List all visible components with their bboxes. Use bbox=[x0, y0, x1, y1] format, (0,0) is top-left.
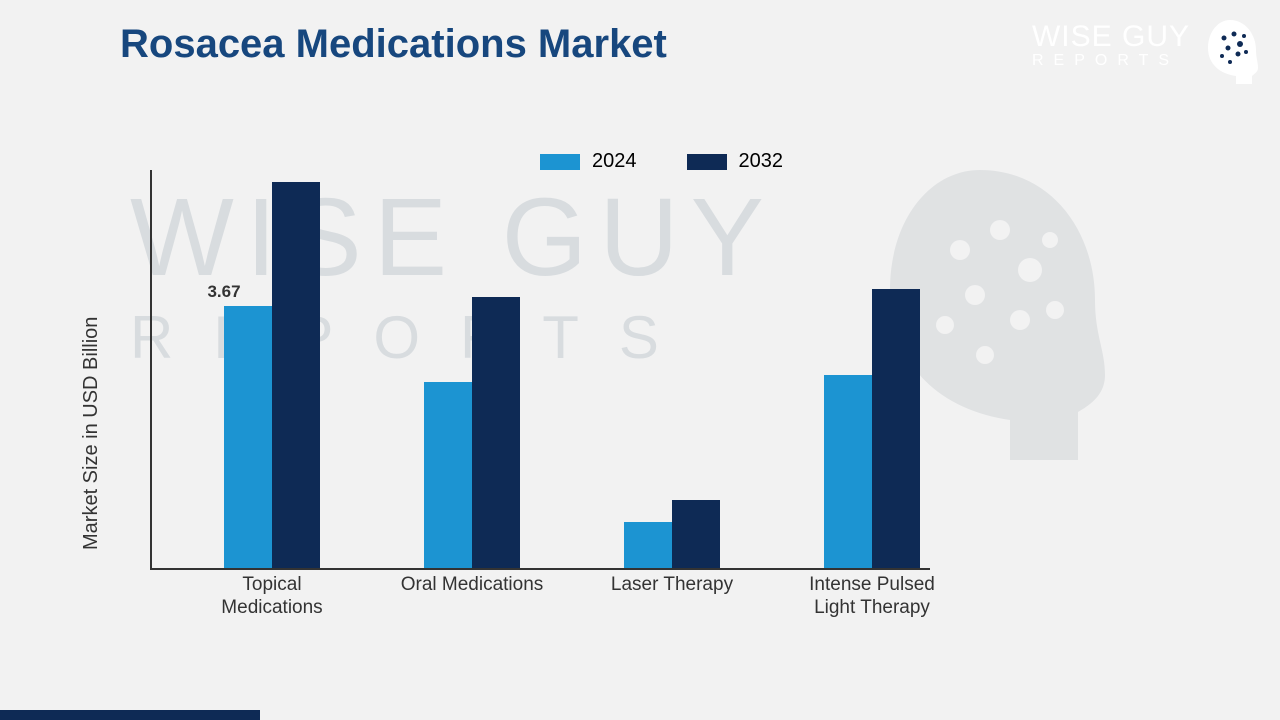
bar-2032 bbox=[272, 182, 320, 568]
legend-item-2032: 2032 bbox=[687, 150, 784, 173]
chart-legend: 2024 2032 bbox=[540, 150, 783, 173]
legend-swatch-2032 bbox=[687, 154, 727, 170]
bar-chart: Market Size in USD Billion 2024 2032 3.6… bbox=[60, 150, 960, 700]
y-axis-label: Market Size in USD Billion bbox=[80, 317, 103, 550]
brand-line2: REPORTS bbox=[1032, 52, 1190, 70]
x-axis-category-label: Intense Pulsed Light Therapy bbox=[792, 568, 952, 620]
x-axis-category-label: Laser Therapy bbox=[592, 568, 752, 597]
bottom-accent-bar bbox=[0, 710, 260, 720]
bar-2032 bbox=[472, 297, 520, 568]
bar-value-label: 3.67 bbox=[200, 282, 248, 306]
bar-2032 bbox=[872, 289, 920, 568]
legend-label-2024: 2024 bbox=[592, 150, 637, 173]
page: Rosacea Medications Market WISE GUY REPO… bbox=[0, 0, 1280, 720]
bar-group: Oral Medications bbox=[412, 297, 532, 568]
x-axis-category-label: Topical Medications bbox=[192, 568, 352, 620]
bar-2024 bbox=[624, 522, 672, 568]
brand-head-icon bbox=[1200, 18, 1260, 88]
legend-swatch-2024 bbox=[540, 154, 580, 170]
x-axis-category-label: Oral Medications bbox=[392, 568, 552, 597]
bar-group: Intense Pulsed Light Therapy bbox=[812, 289, 932, 568]
legend-item-2024: 2024 bbox=[540, 150, 637, 173]
bar-2024 bbox=[824, 375, 872, 568]
brand-logo: WISE GUY REPORTS bbox=[1032, 20, 1190, 70]
bar-2024 bbox=[424, 382, 472, 568]
brand-line1: WISE GUY bbox=[1032, 20, 1190, 54]
bar-2024 bbox=[224, 306, 272, 568]
bar-2032 bbox=[672, 500, 720, 568]
plot-area: 3.67Topical Medications Oral Medications L… bbox=[150, 170, 930, 570]
bar-group: Laser Therapy bbox=[612, 500, 732, 568]
legend-label-2032: 2032 bbox=[739, 150, 784, 173]
bar-group: 3.67Topical Medications bbox=[212, 182, 332, 568]
chart-title: Rosacea Medications Market bbox=[120, 22, 667, 67]
